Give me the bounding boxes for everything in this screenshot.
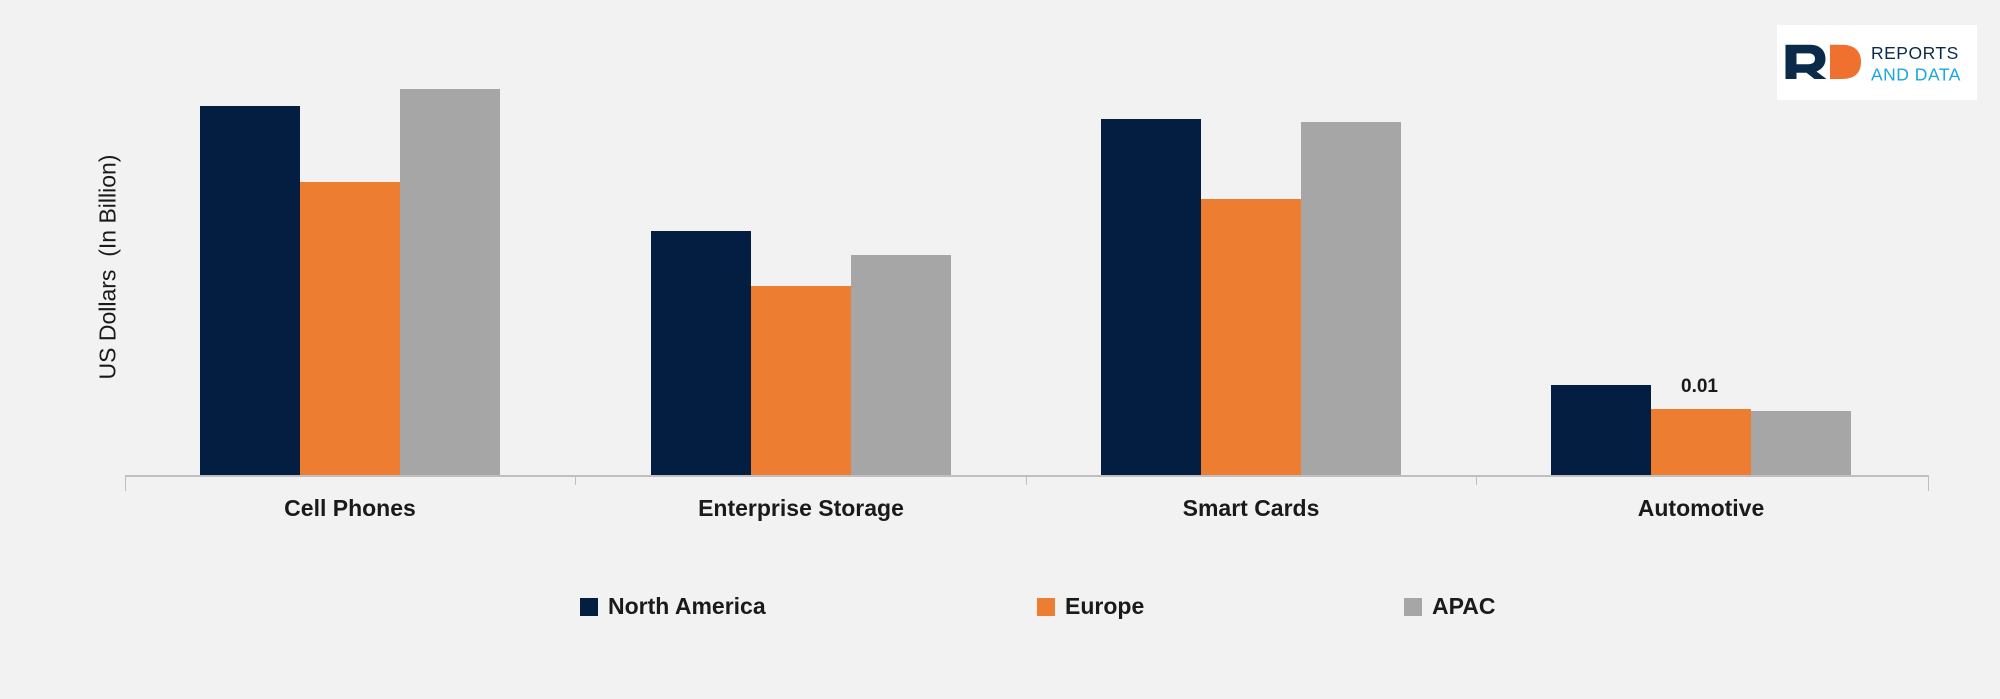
- svg-text:REPORTS: REPORTS: [1871, 43, 1959, 63]
- svg-text:AND DATA: AND DATA: [1871, 65, 1961, 85]
